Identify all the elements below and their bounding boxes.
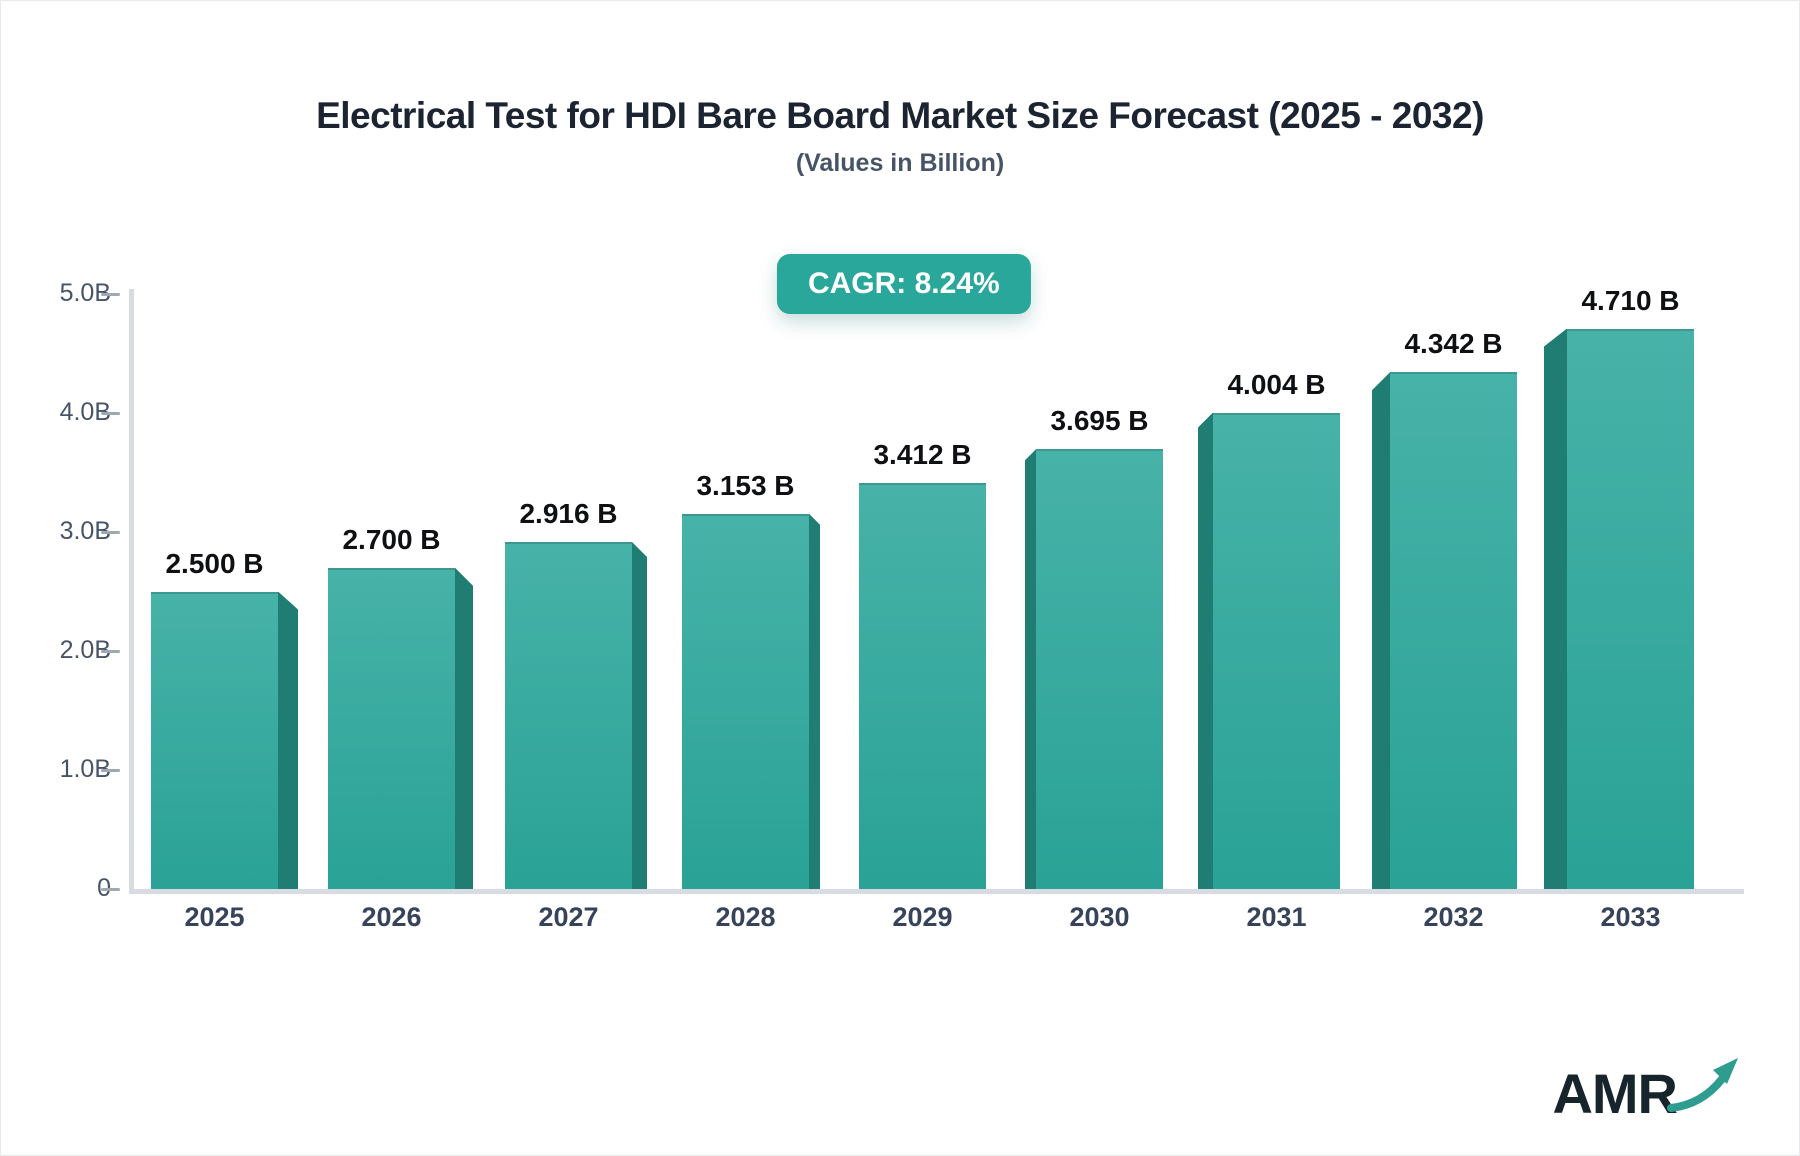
bar-value-label-2031: 4.004 B	[1227, 368, 1326, 400]
bar-face-2027	[505, 541, 632, 889]
bar-side-2026	[455, 567, 473, 889]
cagr-badge: CAGR: 8.24%	[776, 254, 1031, 314]
bar-face-2026	[328, 567, 455, 889]
y-tick-dash	[101, 888, 120, 891]
x-tick-label-2029: 2029	[892, 902, 953, 932]
bar-value-label-2028: 3.153 B	[696, 469, 795, 501]
bar-value-label-2030: 3.695 B	[1050, 405, 1149, 437]
x-tick-label-2028: 2028	[715, 902, 776, 932]
y-tick-label: 4.0B	[59, 398, 111, 426]
bar-side-2030	[1025, 449, 1036, 889]
bar-face-2032	[1390, 372, 1517, 889]
y-tick-dash	[101, 769, 120, 772]
bar-face-2028	[682, 513, 809, 889]
bar-value-label-2026: 2.700 B	[342, 523, 441, 555]
bar-value-label-2029: 3.412 B	[873, 438, 972, 470]
amr-logo: AMR	[1552, 1054, 1741, 1125]
bar-face-2030	[1036, 449, 1163, 889]
bar-side-2032	[1372, 372, 1390, 889]
y-tick-label: 3.0B	[59, 517, 111, 545]
bar-side-2033	[1544, 328, 1567, 889]
bar-value-label-2027: 2.916 B	[519, 497, 618, 529]
x-tick-label-2031: 2031	[1246, 902, 1307, 932]
bar-value-label-2032: 4.342 B	[1404, 328, 1503, 360]
bar-face-2033	[1567, 328, 1694, 889]
y-tick-dash	[101, 650, 120, 653]
x-tick-label-2027: 2027	[538, 902, 599, 932]
x-tick-label-2030: 2030	[1069, 902, 1130, 932]
bar-side-2031	[1198, 412, 1213, 889]
bar-side-2028	[809, 513, 820, 889]
x-tick-label-2033: 2033	[1600, 902, 1661, 932]
bar-face-2025	[151, 591, 278, 889]
logo-arrow-icon	[1667, 1054, 1741, 1117]
y-tick-label: 1.0B	[59, 755, 111, 783]
y-tick-label: 0	[31, 874, 111, 903]
bar-side-2027	[632, 541, 647, 889]
x-tick-label-2025: 2025	[184, 902, 245, 932]
logo-text: AMR	[1552, 1061, 1678, 1125]
y-tick-label: 2.0B	[59, 636, 111, 664]
y-axis-line	[129, 289, 134, 894]
bar-value-label-2033: 4.710 B	[1581, 284, 1680, 316]
y-tick-dash	[101, 412, 120, 415]
chart-subtitle: (Values in Billion)	[795, 149, 1005, 177]
bar-side-2025	[278, 591, 298, 889]
y-tick-dash	[101, 531, 120, 534]
y-tick-dash	[101, 293, 120, 296]
x-tick-label-2032: 2032	[1423, 902, 1484, 932]
y-tick-label: 5.0B	[59, 279, 111, 307]
bar-value-label-2025: 2.500 B	[165, 547, 264, 579]
x-axis-line	[129, 889, 1744, 894]
chart-title: Electrical Test for HDI Bare Board Marke…	[316, 95, 1484, 136]
x-tick-label-2026: 2026	[361, 902, 422, 932]
bar-face-2031	[1213, 412, 1340, 889]
bar-face-2029	[859, 482, 986, 889]
